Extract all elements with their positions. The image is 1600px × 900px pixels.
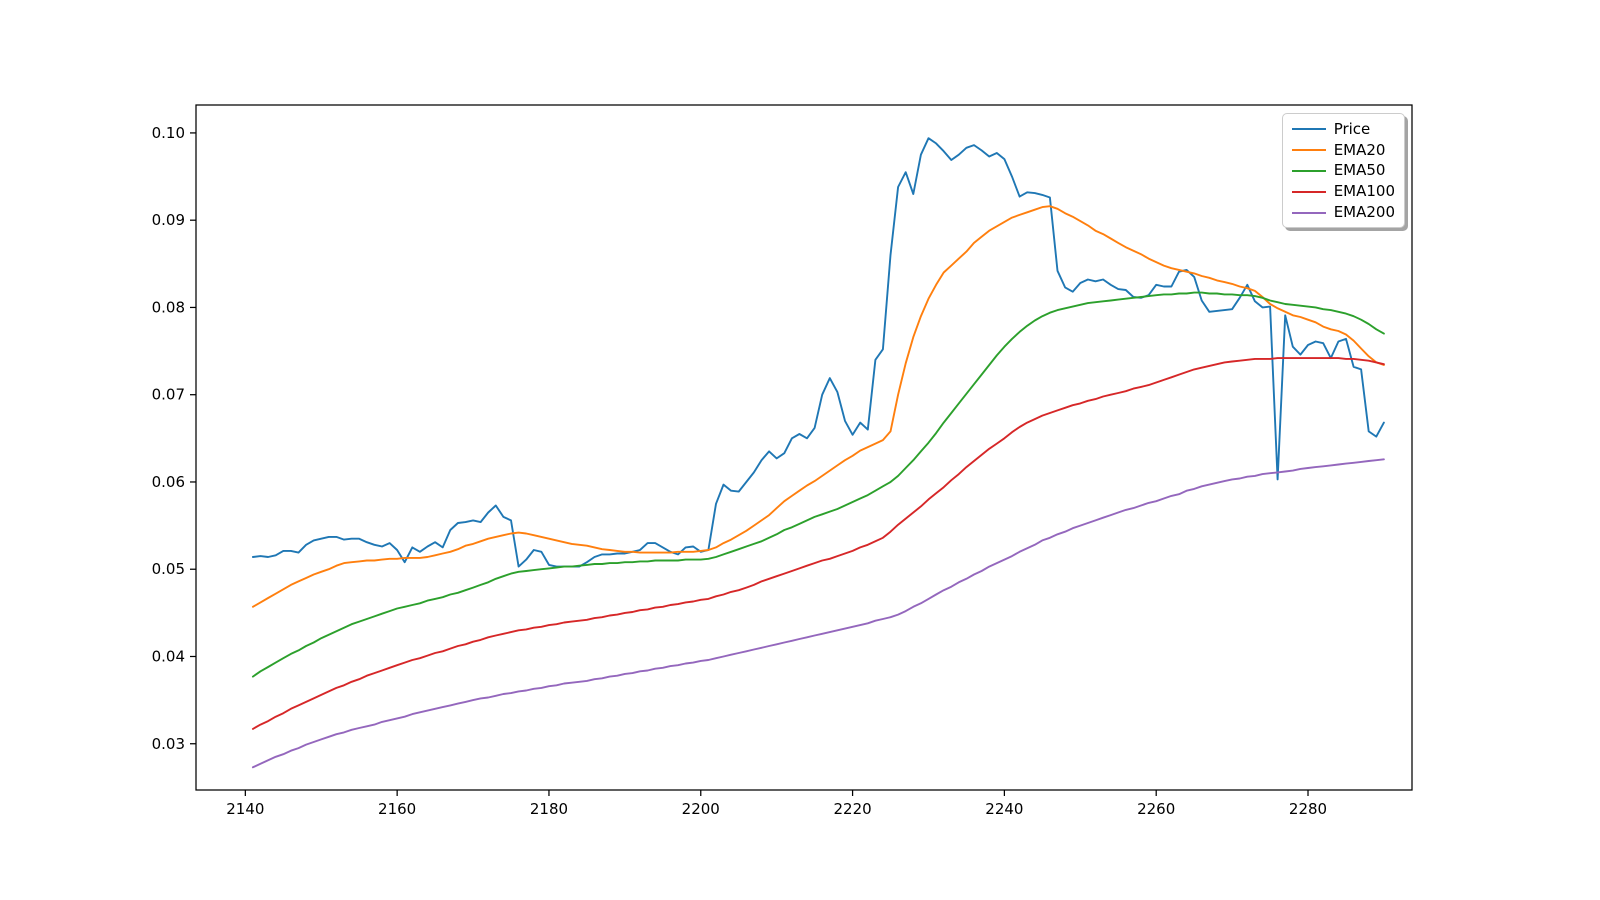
legend-line-swatch <box>1291 169 1326 172</box>
x-tick-label: 2160 <box>378 800 416 818</box>
legend-entry: Price <box>1291 119 1395 140</box>
legend-line-swatch <box>1291 149 1326 152</box>
series-line-ema50 <box>251 291 1385 678</box>
series-line-ema200 <box>251 458 1385 769</box>
series-line-price <box>251 137 1385 568</box>
legend-entry: EMA20 <box>1291 140 1395 161</box>
y-tick-label: 0.08 <box>152 298 185 316</box>
legend-label: EMA100 <box>1333 182 1395 201</box>
x-tick-label: 2180 <box>530 800 568 818</box>
legend-entry: EMA100 <box>1291 181 1395 202</box>
legend-line-swatch <box>1291 211 1326 214</box>
series-line-ema20 <box>251 205 1385 608</box>
series-line-ema100 <box>251 357 1385 730</box>
x-tick-label: 2200 <box>682 800 720 818</box>
x-tick-label: 2140 <box>226 800 264 818</box>
y-tick-label: 0.10 <box>152 124 185 142</box>
x-tick-label: 2280 <box>1289 800 1327 818</box>
legend-entry: EMA50 <box>1291 161 1395 182</box>
legend-line-swatch <box>1291 190 1326 193</box>
legend-entry: EMA200 <box>1291 202 1395 223</box>
y-tick-label: 0.06 <box>152 473 185 491</box>
y-tick-label: 0.05 <box>152 560 185 578</box>
legend: Price EMA20 EMA50 EMA100 EMA200 <box>1281 113 1405 228</box>
x-tick-label: 2220 <box>833 800 871 818</box>
y-tick-label: 0.09 <box>152 211 185 229</box>
y-tick-label: 0.07 <box>152 386 185 404</box>
plot-border <box>195 104 1413 791</box>
legend-label: EMA50 <box>1333 161 1386 180</box>
y-tick-label: 0.04 <box>152 647 185 665</box>
legend-line-swatch <box>1291 128 1326 131</box>
legend-label: Price <box>1333 119 1371 138</box>
legend-label: EMA20 <box>1333 140 1386 159</box>
x-tick-label: 2240 <box>985 800 1023 818</box>
x-tick-label: 2260 <box>1137 800 1175 818</box>
y-tick-label: 0.03 <box>152 735 185 753</box>
legend-label: EMA200 <box>1333 203 1395 222</box>
